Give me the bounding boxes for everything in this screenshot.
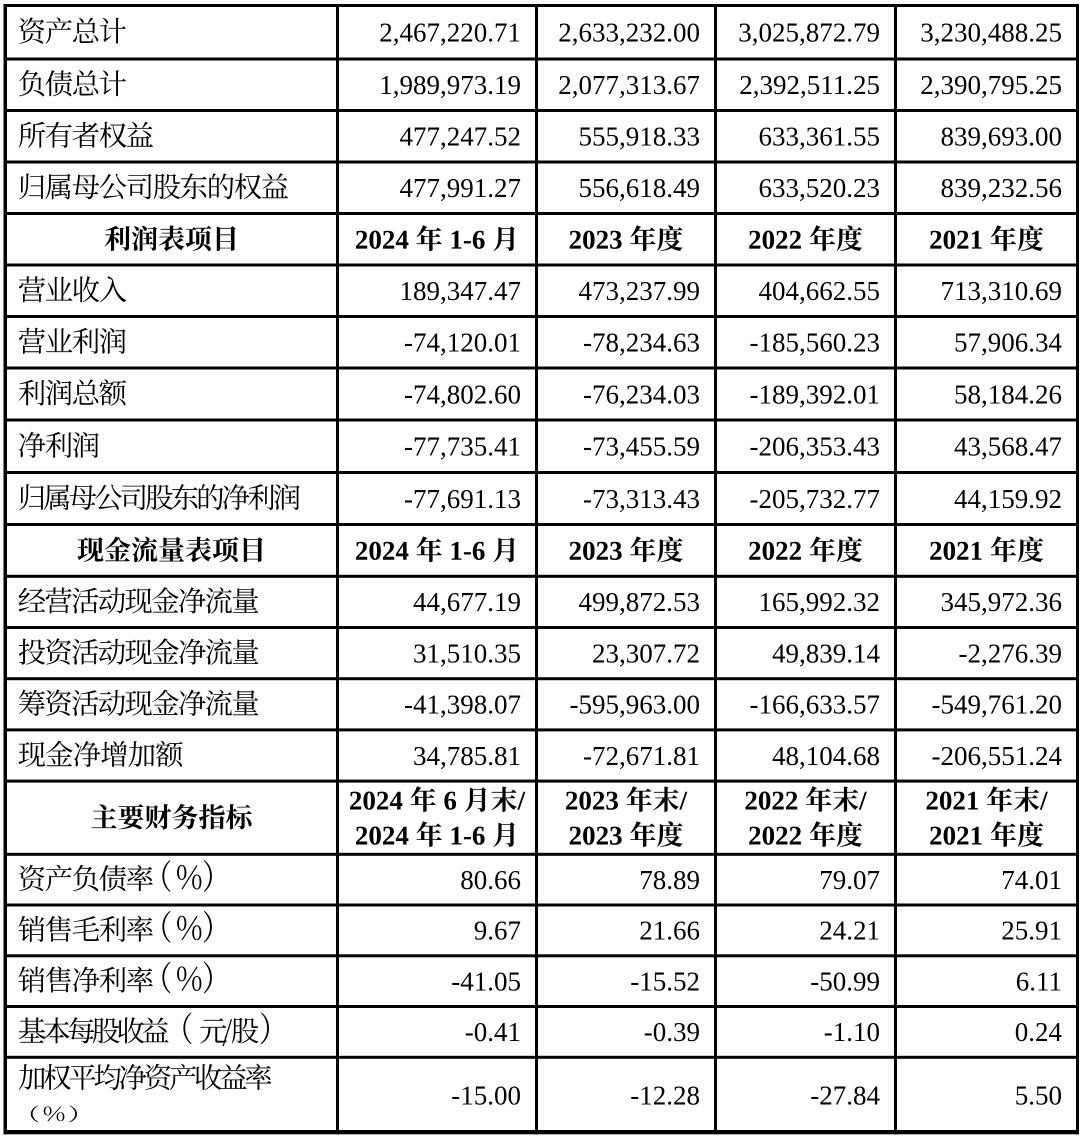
svg-text:74.01: 74.01 (1001, 865, 1062, 895)
svg-text:-77,735.41: -77,735.41 (404, 432, 521, 462)
svg-text:-73,455.59: -73,455.59 (583, 432, 700, 462)
svg-text:-74,120.01: -74,120.01 (404, 328, 521, 358)
svg-text:2,633,232.00: 2,633,232.00 (558, 18, 700, 48)
svg-text:-76,234.03: -76,234.03 (583, 379, 700, 409)
svg-text:556,618.49: 556,618.49 (579, 173, 701, 203)
svg-text:57,906.34: 57,906.34 (954, 328, 1063, 358)
svg-text:165,992.32: 165,992.32 (759, 587, 881, 617)
svg-text:-78,234.63: -78,234.63 (583, 328, 700, 358)
svg-text:58,184.26: 58,184.26 (954, 379, 1062, 409)
svg-text:2,390,795.25: 2,390,795.25 (920, 70, 1062, 100)
svg-text:189,347.47: 189,347.47 (400, 276, 522, 306)
svg-text:404,662.55: 404,662.55 (759, 276, 881, 306)
svg-text:-206,551.24: -206,551.24 (932, 741, 1063, 771)
svg-text:-206,353.43: -206,353.43 (750, 432, 881, 462)
svg-text:-41,398.07: -41,398.07 (404, 690, 521, 720)
svg-text:477,991.27: 477,991.27 (400, 173, 522, 203)
svg-text:21.66: 21.66 (639, 916, 700, 946)
svg-text:-27.84: -27.84 (810, 1081, 880, 1111)
svg-text:-15.52: -15.52 (630, 966, 700, 996)
svg-text:6.11: 6.11 (1016, 966, 1062, 996)
svg-text:-72,671.81: -72,671.81 (583, 741, 700, 771)
svg-text:34,785.81: 34,785.81 (413, 741, 521, 771)
svg-text:-41.05: -41.05 (451, 966, 521, 996)
svg-text:-189,392.01: -189,392.01 (750, 379, 881, 409)
svg-text:555,918.33: 555,918.33 (579, 122, 701, 152)
svg-text:345,972.36: 345,972.36 (941, 587, 1063, 617)
svg-text:3,025,872.79: 3,025,872.79 (738, 18, 880, 48)
svg-text:-205,732.77: -205,732.77 (750, 484, 881, 514)
svg-text:44,159.92: 44,159.92 (954, 484, 1062, 514)
svg-text:43,568.47: 43,568.47 (954, 432, 1062, 462)
svg-text:24.21: 24.21 (819, 916, 880, 946)
svg-text:44,677.19: 44,677.19 (413, 587, 521, 617)
svg-text:2,467,220.71: 2,467,220.71 (379, 18, 521, 48)
svg-text:-73,313.43: -73,313.43 (583, 484, 700, 514)
svg-text:-549,761.20: -549,761.20 (932, 690, 1063, 720)
svg-text:1,989,973.19: 1,989,973.19 (379, 70, 521, 100)
svg-text:-74,802.60: -74,802.60 (404, 379, 521, 409)
svg-text:2,392,511.25: 2,392,511.25 (739, 70, 880, 100)
svg-text:-1.10: -1.10 (824, 1017, 880, 1047)
svg-text:473,237.99: 473,237.99 (579, 276, 701, 306)
svg-text:839,693.00: 839,693.00 (941, 122, 1063, 152)
svg-text:-50.99: -50.99 (810, 966, 880, 996)
svg-text:23,307.72: 23,307.72 (592, 638, 700, 668)
svg-text:-77,691.13: -77,691.13 (404, 484, 521, 514)
svg-text:499,872.53: 499,872.53 (579, 587, 701, 617)
svg-text:48,104.68: 48,104.68 (772, 741, 880, 771)
svg-text:0.24: 0.24 (1015, 1017, 1063, 1047)
svg-text:633,361.55: 633,361.55 (759, 122, 881, 152)
svg-text:78.89: 78.89 (639, 865, 700, 895)
svg-text:477,247.52: 477,247.52 (400, 122, 522, 152)
svg-text:713,310.69: 713,310.69 (941, 276, 1063, 306)
svg-text:3,230,488.25: 3,230,488.25 (920, 18, 1062, 48)
svg-text:-595,963.00: -595,963.00 (570, 690, 701, 720)
svg-text:839,232.56: 839,232.56 (941, 173, 1063, 203)
svg-text:31,510.35: 31,510.35 (413, 638, 521, 668)
svg-text:9.67: 9.67 (474, 916, 521, 946)
svg-text:2,077,313.67: 2,077,313.67 (558, 70, 700, 100)
svg-text:633,520.23: 633,520.23 (759, 173, 881, 203)
svg-text:-0.41: -0.41 (465, 1017, 521, 1047)
svg-text:25.91: 25.91 (1001, 916, 1062, 946)
svg-text:-185,560.23: -185,560.23 (750, 328, 881, 358)
svg-text:-0.39: -0.39 (644, 1017, 700, 1047)
svg-text:79.07: 79.07 (819, 865, 880, 895)
svg-text:49,839.14: 49,839.14 (772, 638, 881, 668)
svg-text:-15.00: -15.00 (451, 1081, 521, 1111)
svg-text:-2,276.39: -2,276.39 (959, 638, 1063, 668)
svg-text:-12.28: -12.28 (630, 1081, 700, 1111)
svg-text:-166,633.57: -166,633.57 (750, 690, 881, 720)
svg-text:80.66: 80.66 (460, 865, 521, 895)
svg-text:5.50: 5.50 (1015, 1081, 1062, 1111)
